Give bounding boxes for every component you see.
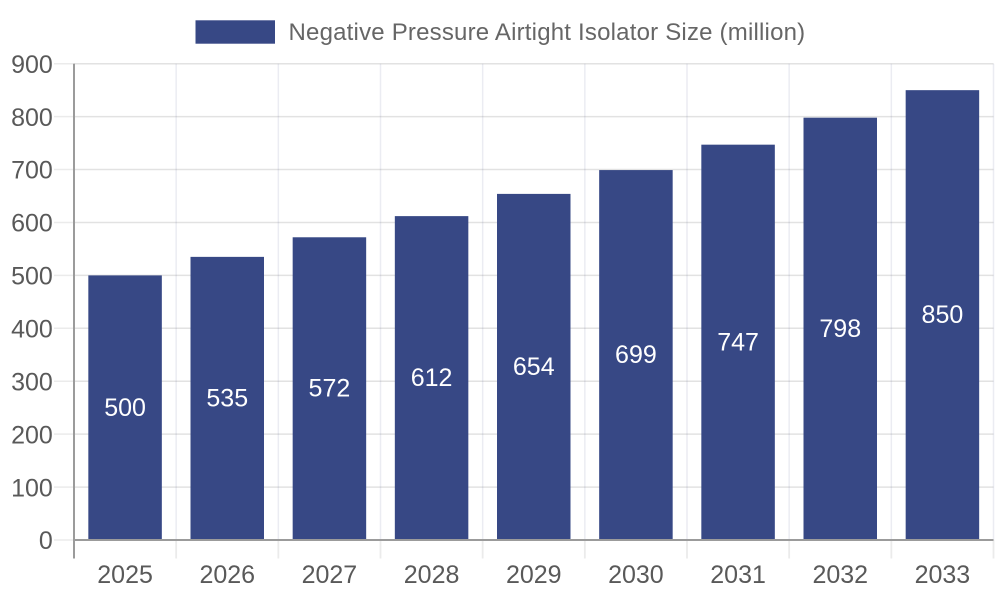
svg-text:200: 200 <box>11 421 53 449</box>
svg-text:600: 600 <box>11 210 53 238</box>
svg-text:535: 535 <box>206 385 248 413</box>
svg-text:2030: 2030 <box>608 561 664 589</box>
svg-text:2031: 2031 <box>710 561 766 589</box>
svg-text:0: 0 <box>39 527 53 555</box>
svg-text:2028: 2028 <box>404 561 460 589</box>
svg-text:699: 699 <box>615 341 657 369</box>
svg-text:Negative Pressure Airtight Iso: Negative Pressure Airtight Isolator Size… <box>289 19 806 46</box>
svg-text:572: 572 <box>309 375 351 403</box>
svg-text:800: 800 <box>11 104 53 132</box>
svg-text:700: 700 <box>11 157 53 185</box>
svg-text:300: 300 <box>11 368 53 396</box>
svg-text:100: 100 <box>11 474 53 502</box>
svg-text:500: 500 <box>104 394 146 422</box>
svg-text:747: 747 <box>717 328 759 356</box>
svg-text:500: 500 <box>11 263 53 291</box>
svg-text:612: 612 <box>411 364 453 392</box>
svg-text:2027: 2027 <box>302 561 358 589</box>
svg-text:798: 798 <box>819 315 861 343</box>
svg-text:2026: 2026 <box>199 561 255 589</box>
svg-text:2033: 2033 <box>915 561 971 589</box>
svg-text:900: 900 <box>11 51 53 79</box>
svg-text:2025: 2025 <box>97 561 153 589</box>
svg-text:2032: 2032 <box>812 561 868 589</box>
svg-text:2029: 2029 <box>506 561 562 589</box>
svg-text:850: 850 <box>922 301 964 329</box>
svg-text:400: 400 <box>11 316 53 344</box>
svg-text:654: 654 <box>513 353 555 381</box>
